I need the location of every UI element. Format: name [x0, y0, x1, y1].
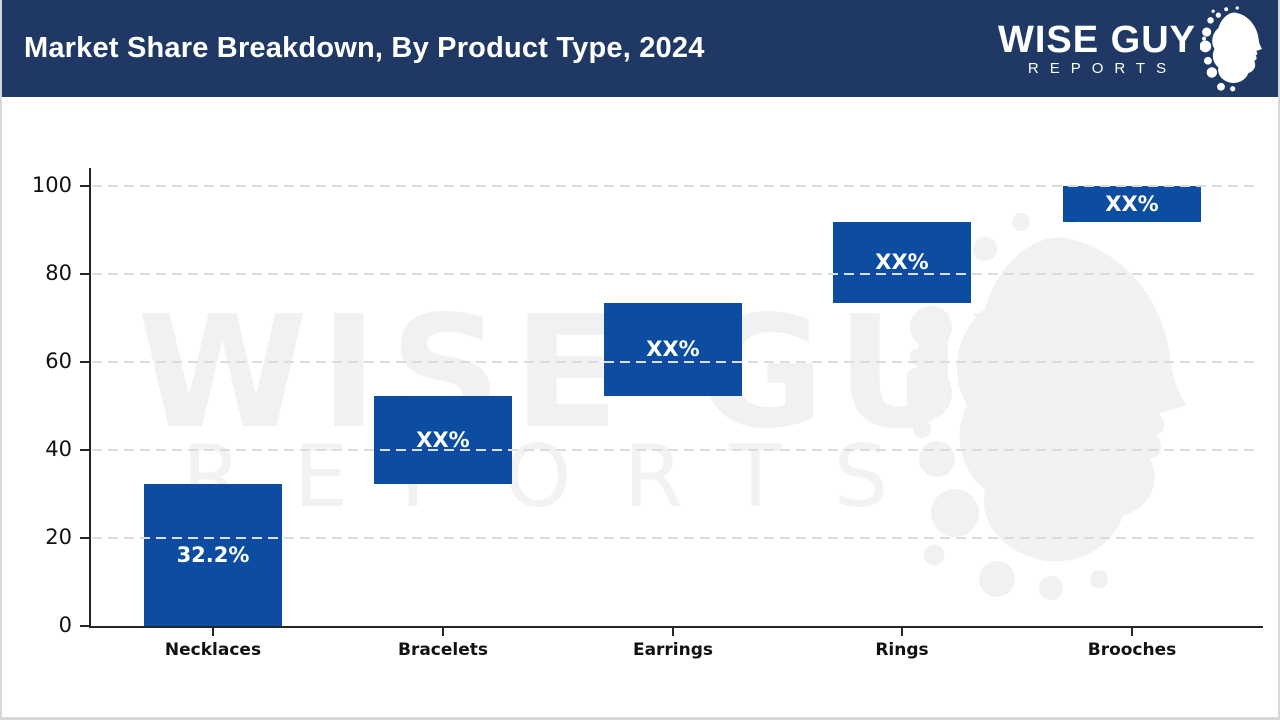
x-axis-line: [89, 626, 1263, 628]
x-tick-label-bracelets: Bracelets: [397, 640, 489, 660]
y-tick-mark: [80, 273, 89, 275]
bar-bracelets: XX%: [374, 396, 512, 485]
header-bar: Market Share Breakdown, By Product Type,…: [2, 0, 1278, 97]
x-tick-mark: [442, 628, 444, 636]
x-tick-mark: [212, 628, 214, 636]
y-tick-label: 40: [45, 437, 72, 461]
bar-value-label: XX%: [416, 428, 470, 453]
y-tick-label: 0: [58, 613, 72, 637]
y-gridline-20: [92, 537, 1254, 539]
bar-value-label: 32.2%: [176, 543, 250, 568]
y-axis-line: [89, 168, 91, 628]
y-tick-label: 20: [45, 525, 72, 549]
x-tick-label-brooches: Brooches: [1087, 640, 1177, 660]
x-tick-mark: [1131, 628, 1133, 636]
y-tick-label: 80: [45, 261, 72, 285]
logo-head-icon: [1200, 6, 1263, 92]
bar-value-label: XX%: [646, 337, 700, 362]
bar-value-label: XX%: [1105, 192, 1159, 217]
logo-subtitle: REPORTS: [1027, 60, 1178, 77]
x-tick-label-earrings: Earrings: [632, 640, 714, 660]
bar-necklaces: 32.2%: [144, 484, 282, 626]
y-gridline-80: [92, 273, 1254, 275]
bar-rings: XX%: [833, 222, 971, 303]
y-tick-mark: [80, 625, 89, 627]
y-tick-label: 60: [45, 349, 72, 373]
y-tick-mark: [80, 537, 89, 539]
logo-text: WISE GUY REPORTS: [998, 20, 1196, 78]
y-gridline-100: [92, 185, 1254, 187]
y-gridline-60: [92, 361, 1254, 363]
y-tick-label: 100: [31, 173, 72, 197]
x-tick-label-necklaces: Necklaces: [164, 640, 262, 660]
bar-brooches: XX%: [1063, 186, 1201, 223]
y-gridline-40: [92, 449, 1254, 451]
y-tick-mark: [80, 185, 89, 187]
y-tick-mark: [80, 361, 89, 363]
bar-earrings: XX%: [604, 302, 742, 397]
y-tick-mark: [80, 449, 89, 451]
logo: WISE GUY REPORTS: [998, 6, 1268, 92]
x-tick-mark: [901, 628, 903, 636]
logo-wordmark: WISE GUY: [997, 19, 1196, 61]
bar-value-label: XX%: [875, 250, 929, 275]
page-title: Market Share Breakdown, By Product Type,…: [24, 32, 705, 64]
x-tick-mark: [672, 628, 674, 636]
x-tick-label-rings: Rings: [875, 640, 929, 660]
